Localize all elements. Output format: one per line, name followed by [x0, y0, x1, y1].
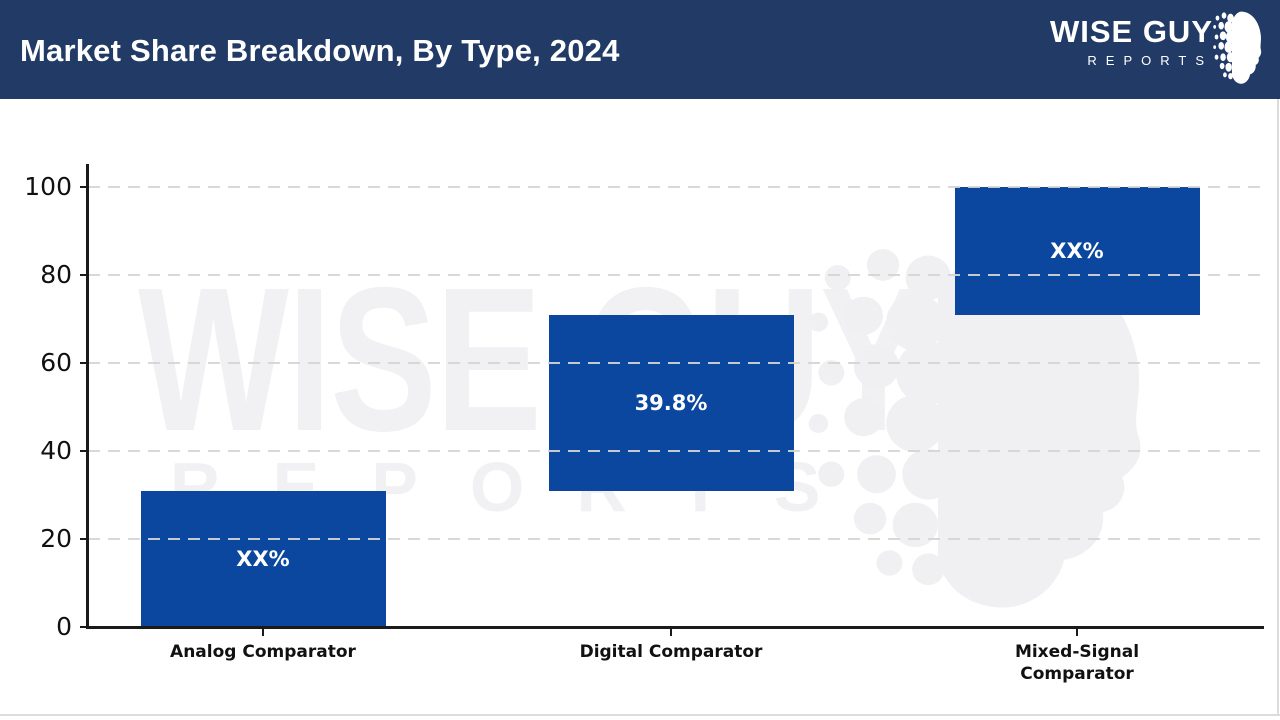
y-axis-line — [86, 164, 89, 629]
gridline — [88, 186, 1264, 188]
x-axis-tick — [670, 628, 673, 636]
x-axis-tick — [262, 628, 265, 636]
x-axis-line — [86, 626, 1264, 629]
gridline — [88, 362, 1264, 364]
y-axis-tick-label: 100 — [24, 172, 72, 201]
gridline — [88, 274, 1264, 276]
bar-value-label: XX% — [1050, 239, 1104, 264]
bar-segment — [140, 490, 386, 627]
y-axis-tick-label: 40 — [40, 436, 72, 465]
x-axis-tick — [1076, 628, 1079, 636]
watermark-text-main: WISE GUY — [138, 245, 927, 474]
category-label-line: Comparator — [1020, 664, 1134, 684]
right-border-line — [1277, 99, 1279, 716]
bar-value-label: 39.8% — [634, 391, 708, 416]
x-axis-category-label: Analog Comparator — [143, 641, 383, 663]
x-axis-category-label: Digital Comparator — [551, 641, 791, 663]
category-label-line: Mixed-Signal — [1014, 642, 1140, 662]
bar-segment — [548, 315, 794, 491]
y-axis-tick — [80, 362, 88, 365]
category-label-line: Digital Comparator — [579, 642, 763, 662]
x-axis-category-label: Mixed-Signal Comparator — [957, 641, 1197, 685]
page-title: Market Share Breakdown, By Type, 2024 — [20, 33, 620, 68]
y-axis-tick-label: 80 — [40, 260, 72, 289]
brand-logo: WISE GUY REPORTS — [1050, 14, 1213, 68]
y-axis-tick — [80, 626, 88, 629]
y-axis-tick — [80, 538, 88, 541]
bar-segment — [954, 187, 1200, 316]
y-axis-tick — [80, 450, 88, 453]
gridline — [88, 538, 1264, 540]
background-watermark: WISE GUY REPORTS — [0, 99, 1280, 720]
y-axis-tick — [80, 186, 88, 189]
y-axis-tick-label: 0 — [56, 612, 72, 641]
y-axis-tick — [80, 274, 88, 277]
gridline — [88, 450, 1264, 452]
brand-name: WISE GUY — [1049, 14, 1213, 49]
brand-subname: REPORTS — [1087, 52, 1213, 68]
header-band: Market Share Breakdown, By Type, 2024 WI… — [0, 0, 1280, 99]
y-axis-tick-label: 60 — [40, 348, 72, 377]
y-axis-tick-label: 20 — [40, 524, 72, 553]
bottom-border-line — [0, 714, 1280, 716]
bar-value-label: XX% — [236, 546, 290, 571]
category-label-line: Analog Comparator — [170, 642, 356, 662]
